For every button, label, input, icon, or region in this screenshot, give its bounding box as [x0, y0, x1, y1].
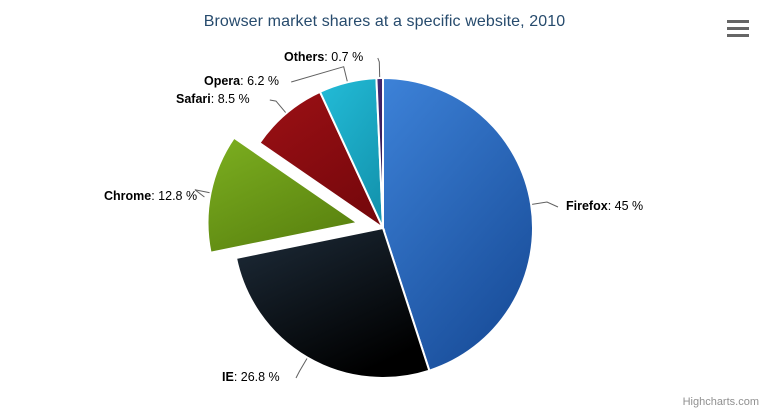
pie-slices [206, 76, 534, 379]
data-label-value: : 6.2 % [240, 74, 280, 88]
pie-slice-firefox[interactable] [382, 76, 534, 372]
connector-others [377, 57, 381, 79]
data-label-opera: Opera: 6.2 % [204, 74, 279, 88]
hamburger-bar-2 [727, 26, 749, 30]
connector-opera [291, 66, 348, 83]
connector-chrome [194, 189, 211, 198]
pie-slice-chrome[interactable] [206, 136, 361, 254]
data-label-others: Others: 0.7 % [284, 50, 363, 64]
data-label-name: IE [222, 370, 234, 384]
data-label-value: : 0.7 % [324, 50, 364, 64]
connector-safari [269, 99, 287, 114]
data-label-name: Safari [176, 92, 211, 106]
hamburger-bar-1 [727, 19, 749, 23]
data-label-connectors [194, 57, 559, 379]
highcharts-credits[interactable]: Highcharts.com [682, 396, 759, 408]
connector-ie [295, 357, 308, 379]
data-label-chrome: Chrome: 12.8 % [104, 189, 197, 203]
pie-slice-others[interactable] [375, 76, 384, 229]
data-label-value: : 45 % [607, 199, 644, 213]
data-label-value: : 8.5 % [210, 92, 250, 106]
data-label-safari: Safari: 8.5 % [176, 92, 250, 106]
data-label-name: Firefox [566, 199, 608, 213]
data-label-name: Chrome [104, 189, 152, 203]
hamburger-menu-icon[interactable] [727, 18, 751, 38]
data-label-value: : 12.8 % [151, 189, 198, 203]
hamburger-bar-3 [727, 33, 749, 37]
chart-title: Browser market shares at a specific webs… [203, 13, 566, 30]
pie-slice-ie[interactable] [234, 226, 431, 379]
data-label-name: Opera [204, 74, 241, 88]
connector-firefox [531, 201, 559, 208]
data-label-ie: IE: 26.8 % [222, 370, 280, 384]
data-label-name: Others [284, 50, 325, 64]
data-label-firefox: Firefox: 45 % [566, 199, 643, 213]
data-label-value: : 26.8 % [233, 370, 280, 384]
